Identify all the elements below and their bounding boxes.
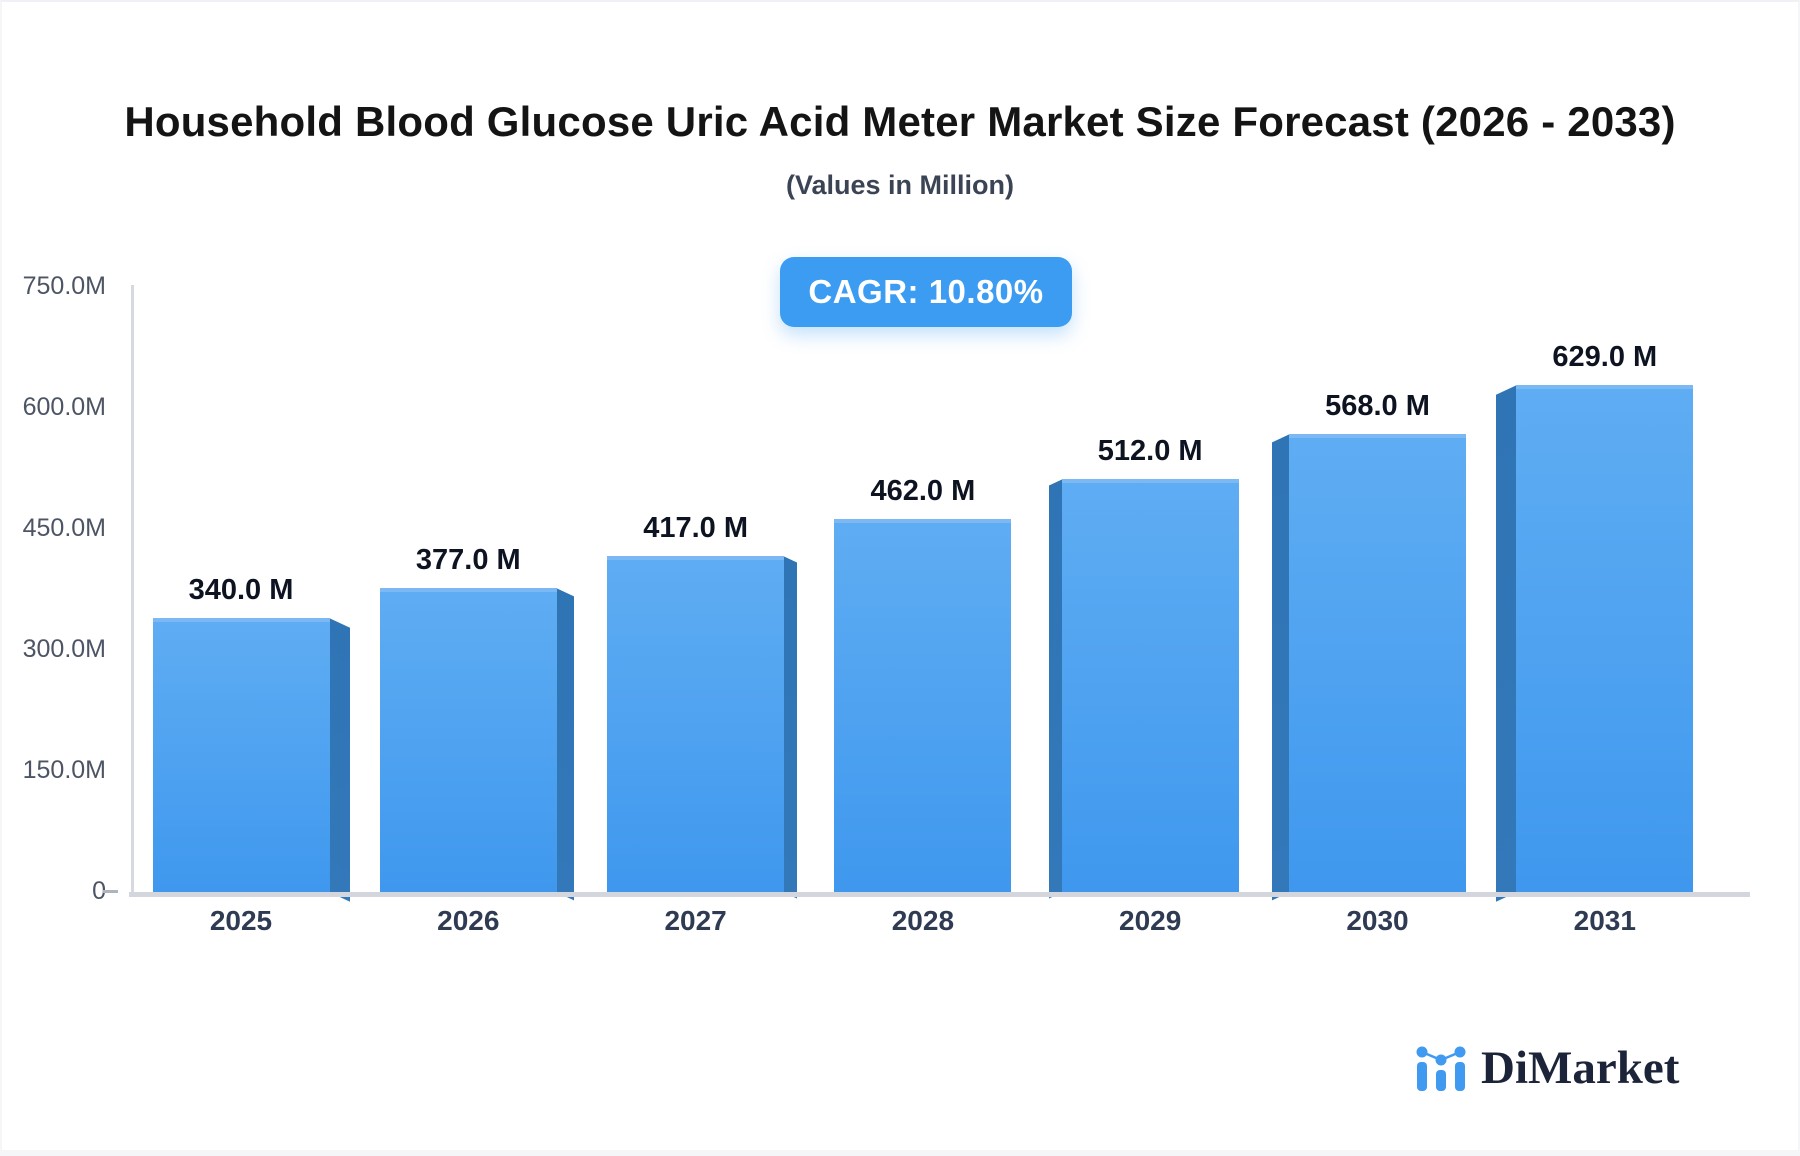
bar-side-3d [783, 555, 798, 899]
bar-2025 [152, 617, 330, 892]
brand-logo-text: DiMarket [1481, 1042, 1680, 1094]
bar-value-label: 629.0 M [1552, 340, 1658, 373]
bar-value-label: 568.0 M [1325, 389, 1430, 422]
chart-subtitle: (Values in Million) [785, 170, 1015, 200]
y-axis-zero-tick [103, 890, 118, 893]
bar-top-bevel [834, 519, 1012, 524]
bar-2031 [1516, 384, 1694, 892]
bar-side-3d [1496, 384, 1518, 902]
bar-value-label: 512.0 M [1097, 434, 1203, 467]
bar-value-label: 340.0 M [188, 573, 294, 606]
x-axis-label-2029: 2029 [1119, 905, 1182, 936]
bar-value-label: 462.0 M [870, 475, 976, 508]
bar-top-bevel [152, 617, 330, 622]
x-axis-label-2031: 2031 [1573, 905, 1636, 936]
bar-top-bevel [379, 587, 557, 592]
bar-side-3d [555, 587, 574, 901]
bar-2028 [834, 519, 1012, 892]
bar-side-3d [1048, 478, 1063, 899]
y-axis-tick-label: 0 [92, 877, 106, 905]
y-axis-tick-label: 600.0M [22, 393, 106, 421]
cagr-badge: CAGR: 10.80% [780, 257, 1072, 327]
bar-side-3d [328, 617, 350, 902]
bar-top-bevel [1516, 384, 1694, 389]
y-axis-tick-label: 450.0M [22, 514, 106, 542]
bar-chart-logo-icon [1416, 1046, 1466, 1091]
bar-2030 [1289, 433, 1466, 892]
x-axis-label-2026: 2026 [437, 905, 500, 936]
bar-2029 [1061, 478, 1239, 892]
bar-top-bevel [1289, 433, 1466, 438]
x-axis-baseline [129, 892, 1750, 897]
bar-value-label: 417.0 M [643, 511, 748, 544]
brand-logo: DiMarket [1415, 1040, 1679, 1096]
chart-title: Household Blood Glucose Uric Acid Meter … [124, 98, 1676, 145]
y-axis-tick-label: 300.0M [22, 635, 106, 663]
y-axis-line [131, 285, 134, 894]
bar-side-3d [1272, 433, 1290, 901]
bar-2026 [379, 587, 557, 892]
bar-value-label: 377.0 M [415, 543, 521, 576]
y-axis-tick-label: 150.0M [22, 756, 106, 784]
x-axis-label-2030: 2030 [1346, 905, 1409, 936]
x-axis-label-2027: 2027 [664, 905, 727, 936]
y-axis-tick-label: 750.0M [22, 272, 106, 300]
bar-2027 [607, 555, 785, 892]
bar-top-bevel [607, 555, 785, 560]
x-axis-label-2028: 2028 [891, 905, 955, 936]
bar-top-bevel [1061, 478, 1239, 483]
x-axis-label-2025: 2025 [209, 905, 273, 936]
